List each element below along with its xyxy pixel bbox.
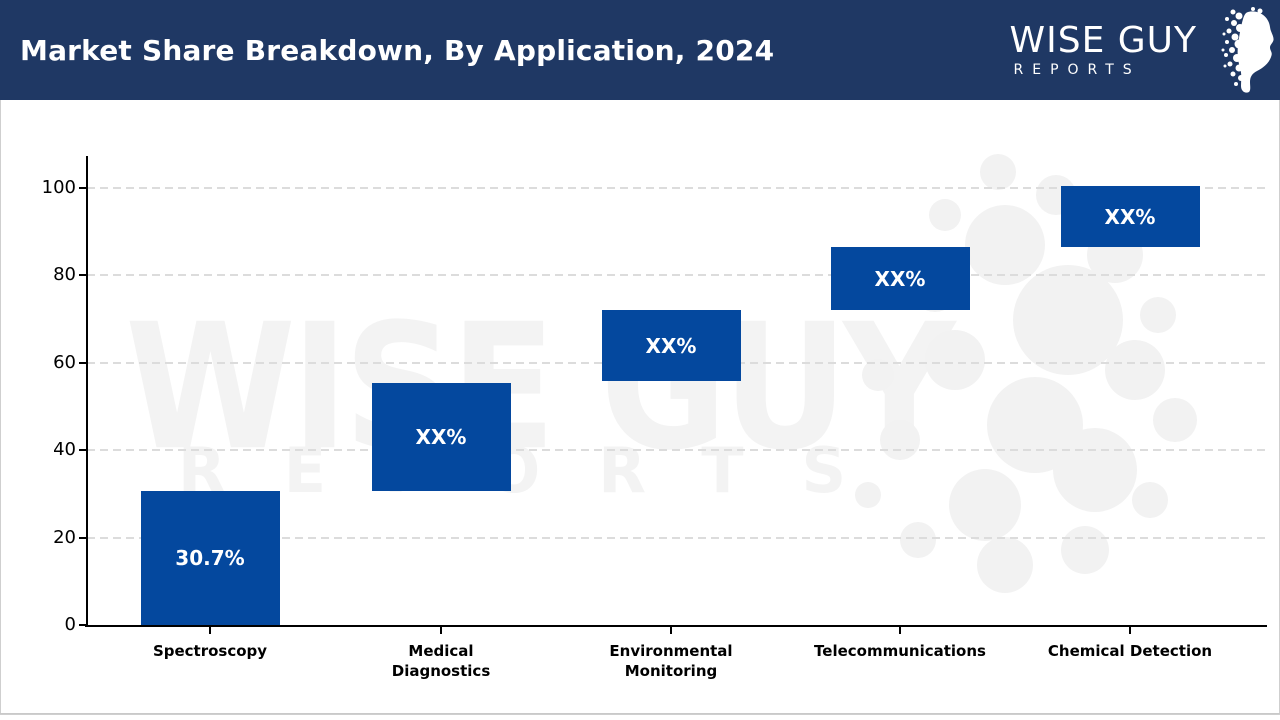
logo-wordmark: WISE GUY (1009, 20, 1197, 61)
category-label-chemical-detection: Chemical Detection (1047, 642, 1213, 660)
y-tick-label-40: 40 (53, 439, 76, 460)
bar-chemical-detection: XX% (1060, 186, 1200, 247)
watermark-subtext: REPORTS (178, 434, 905, 507)
y-tick-100 (79, 186, 87, 189)
y-tick-0 (79, 624, 87, 626)
bar-value-label: XX% (415, 424, 467, 449)
category-label-telecommunications: Telecommunications (814, 642, 986, 660)
logo-face-icon (1221, 7, 1274, 93)
x-tick-medical-diagnostics (440, 627, 442, 634)
watermark-text: WISE GUY (125, 286, 955, 489)
figure-bottom-rule (0, 713, 1280, 714)
x-tick-spectroscopy (209, 627, 211, 634)
bar-value-label: 30.7% (175, 545, 245, 570)
y-tick-label-20: 20 (53, 526, 76, 548)
y-axis-line (86, 156, 88, 627)
gridline-100 (87, 186, 1265, 189)
gridline-20 (87, 536, 1265, 539)
header-bar: Market Share Breakdown, By Application, … (0, 0, 1280, 100)
bar-value-label: XX% (1104, 204, 1156, 229)
logo-subtitle: REPORTS (1013, 62, 1141, 78)
y-tick-label-80: 80 (53, 264, 76, 285)
bar-value-label: XX% (645, 333, 697, 358)
x-tick-environmental-monitoring (670, 627, 672, 634)
gridline-80 (87, 274, 1265, 276)
bar-medical-diagnostics: XX% (371, 382, 511, 491)
x-tick-chemical-detection (1129, 627, 1131, 634)
y-tick-label-0: 0 (64, 614, 76, 635)
wise-guy-reports-logo: WISE GUY REPORTS (1010, 0, 1280, 100)
x-tick-telecommunications (899, 627, 901, 634)
logo-text: WISE GUY REPORTS (1009, 20, 1198, 79)
category-label-environmental-monitoring: Environmental Monitoring (609, 642, 733, 680)
category-label-spectroscopy: Spectroscopy (152, 642, 268, 660)
bar-environmental-monitoring: XX% (601, 310, 741, 382)
bar-telecommunications: XX% (830, 247, 970, 310)
chart-title: Market Share Breakdown, By Application, … (20, 33, 775, 67)
category-label-medical-diagnostics: Medical Diagnostics (391, 642, 491, 680)
y-tick-label-100: 100 (41, 176, 76, 198)
y-tick-80 (79, 274, 87, 276)
y-tick-20 (79, 536, 87, 539)
bar-spectroscopy: 30.7% (140, 490, 280, 625)
bar-value-label: XX% (874, 266, 926, 291)
y-tick-label-60: 60 (53, 351, 76, 373)
gridline-40 (87, 449, 1265, 451)
y-tick-40 (79, 449, 87, 451)
x-axis-line (85, 625, 1267, 627)
y-tick-60 (79, 361, 87, 364)
